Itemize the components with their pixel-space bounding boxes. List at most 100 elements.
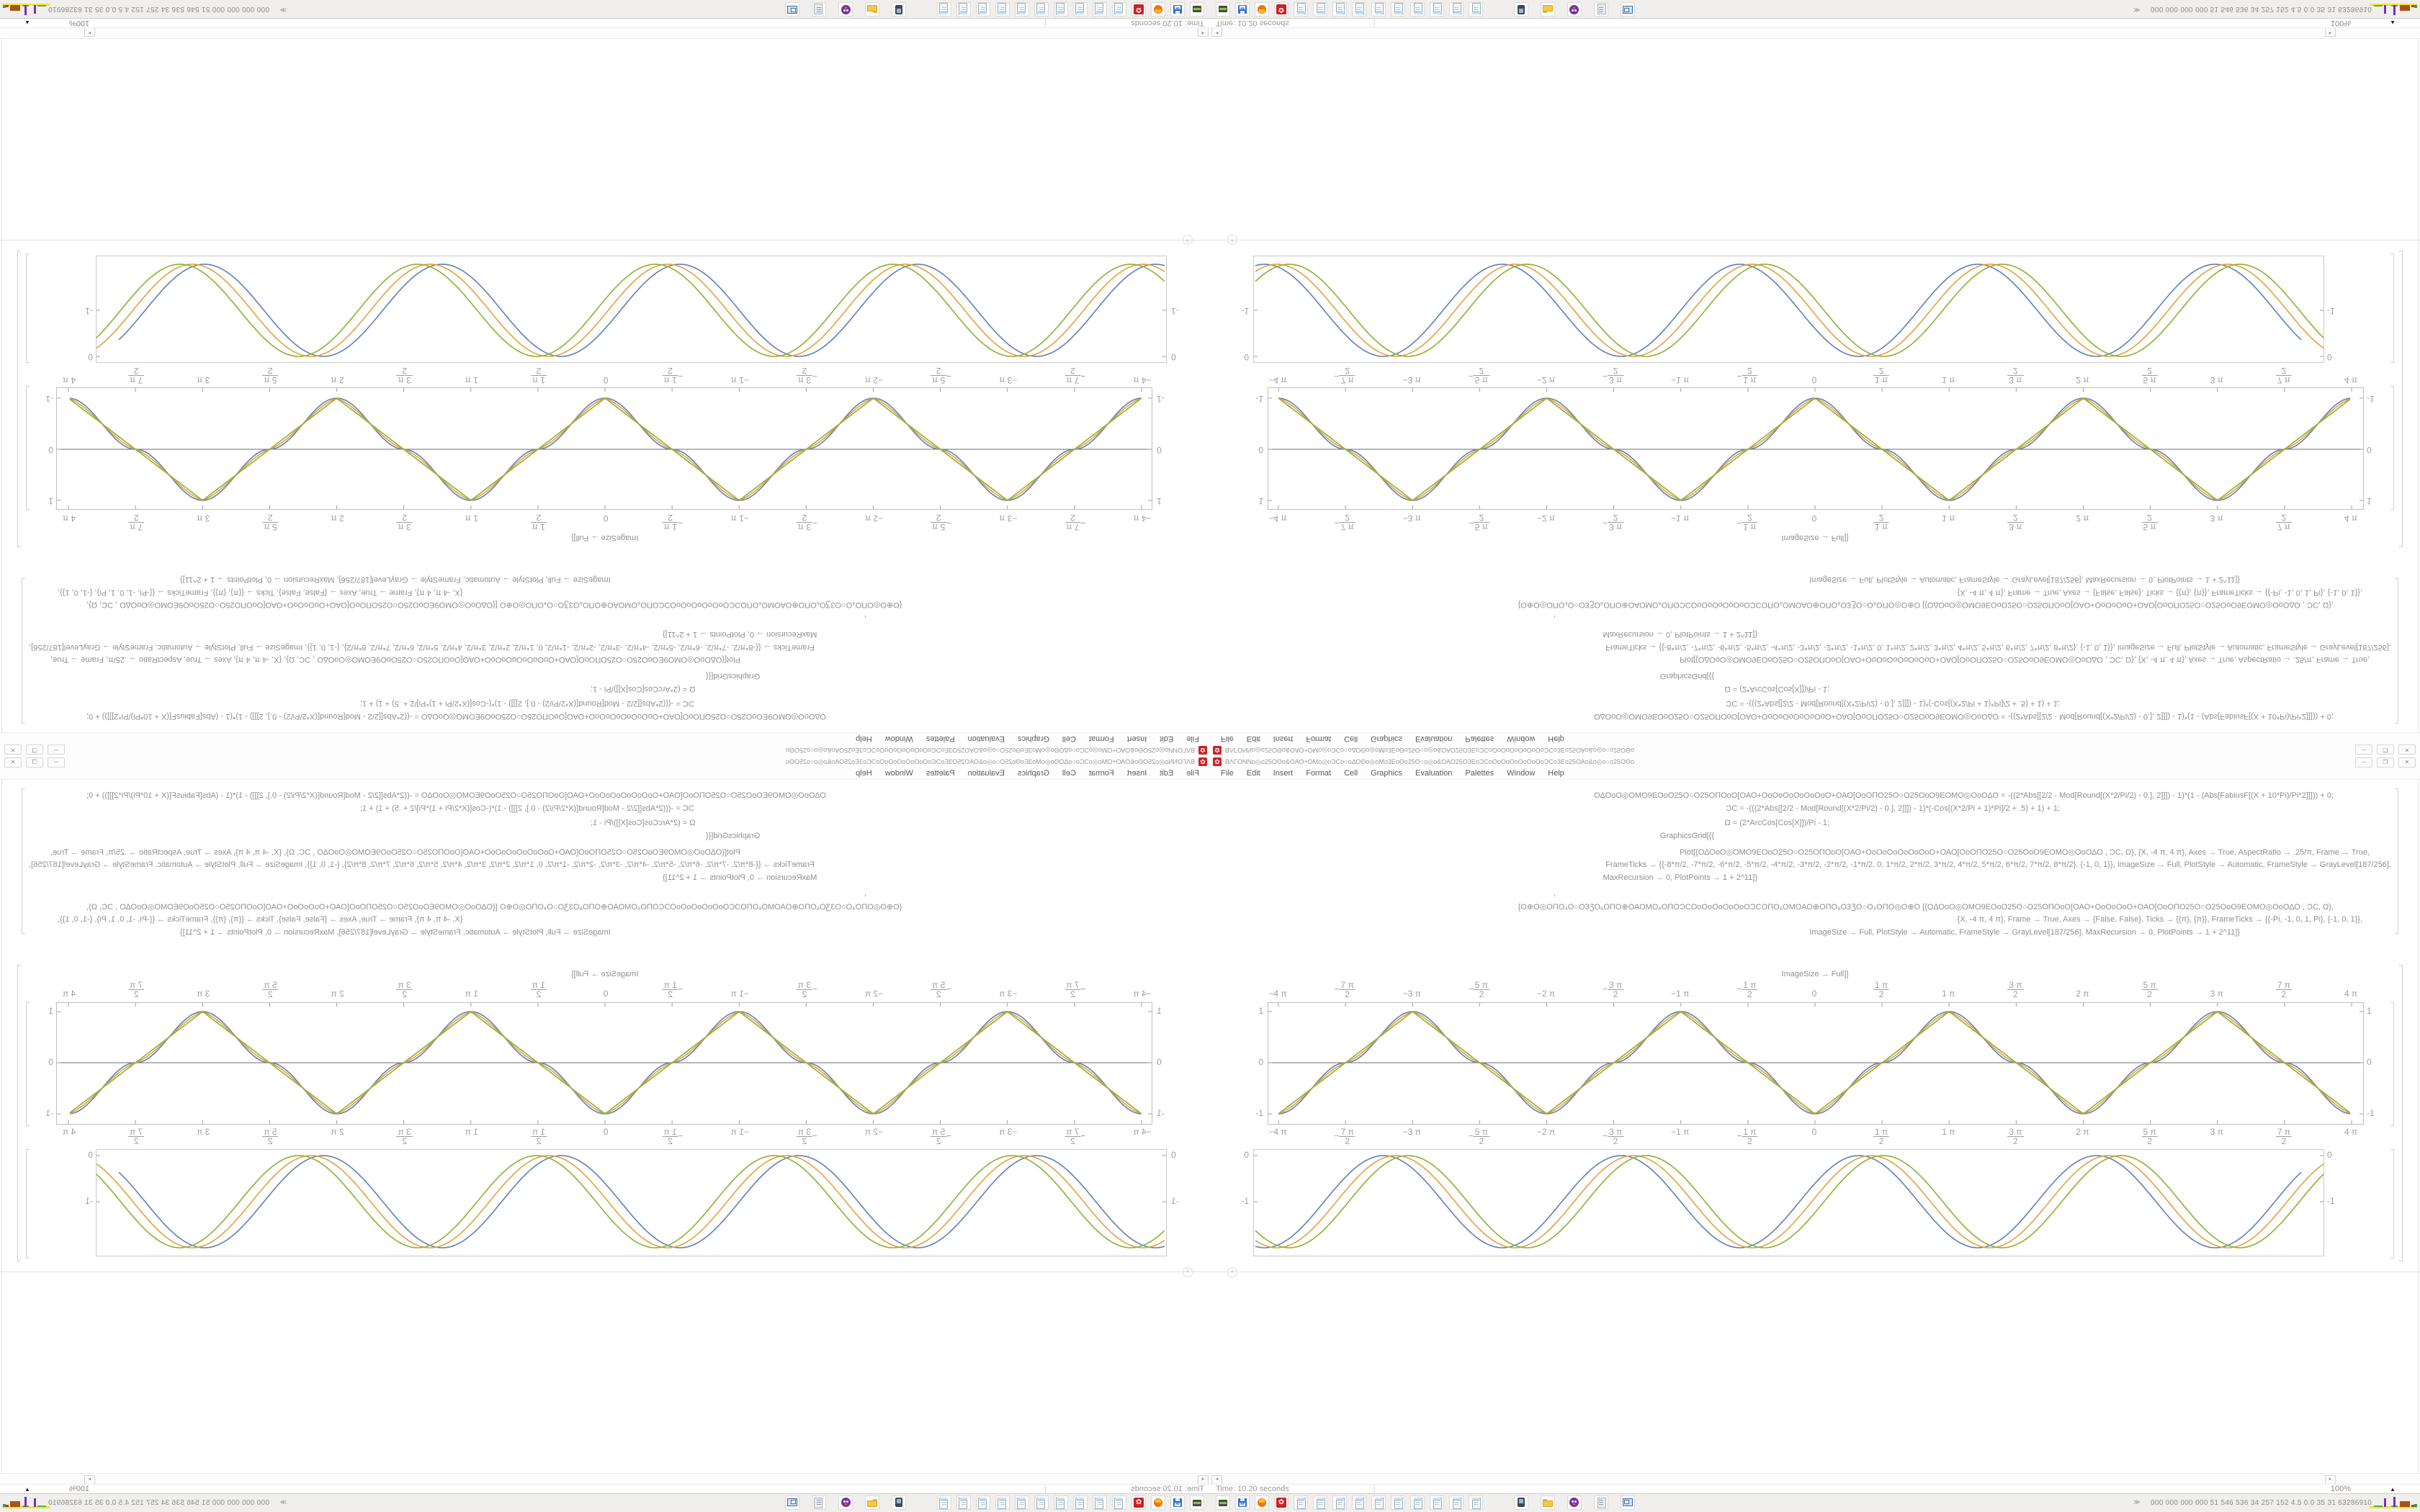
menu-item-palettes[interactable]: Palettes [1465,734,1494,743]
window-titlebar[interactable]: ✿ ΒΛΓΟΝΝο◎ο25ΟΘο&ΟΑΟ+ΟΜο◎οƆϹο○οΔΟΘο◎οΜο3… [1210,756,2420,768]
scroll-taskbar-icon[interactable] [1594,1495,1608,1510]
notepad-taskbar-icon[interactable] [1294,1495,1308,1510]
device-taskbar-icon[interactable] [1514,1495,1528,1510]
notepad-taskbar-icon[interactable] [1430,2,1444,17]
zoom-level-control[interactable]: 100% [69,19,90,27]
insert-cell-plus-icon[interactable]: + [1227,235,1237,245]
notepad-taskbar-icon[interactable] [956,2,971,17]
cell-bracket-input[interactable] [2395,788,2398,934]
zoom-level-control[interactable]: 100% [69,1485,90,1493]
minimize-button[interactable]: ─ [2355,744,2372,755]
menu-item-cell[interactable]: Cell [1062,769,1076,778]
notepad-taskbar-icon[interactable] [1352,1495,1366,1510]
cell-bracket-output-group[interactable] [17,251,21,547]
notepad-taskbar-icon[interactable] [1469,2,1483,17]
notepad-taskbar-icon[interactable] [1352,2,1366,17]
menu-item-graphics[interactable]: Graphics [1371,769,1403,778]
notepad-taskbar-icon[interactable] [1034,1495,1049,1510]
menu-item-window[interactable]: Window [1507,769,1536,778]
window-taskbar-icon[interactable] [1621,1495,1635,1510]
drive-taskbar-icon[interactable] [1216,1495,1230,1510]
gear-taskbar-icon[interactable]: ✿ [1131,2,1146,17]
menu-item-file[interactable]: File [1221,734,1234,743]
gear-taskbar-icon[interactable]: ✿ [1274,2,1289,17]
menu-item-help[interactable]: Help [1548,769,1564,778]
menu-item-cell[interactable]: Cell [1344,769,1358,778]
menu-item-edit[interactable]: Edit [1160,769,1174,778]
cell-bracket-plot1[interactable] [26,1002,30,1126]
tray-expand-chevron-icon[interactable]: ≫ [279,1498,287,1506]
notepad-taskbar-icon[interactable] [1015,1495,1029,1510]
menu-item-insert[interactable]: Insert [1126,734,1147,743]
notepad-taskbar-icon[interactable] [995,2,1010,17]
menu-item-cell[interactable]: Cell [1062,734,1076,743]
system-monitor-sparkline-icon[interactable] [3,2,50,15]
window-taskbar-icon[interactable] [785,2,799,17]
menu-item-insert[interactable]: Insert [1273,769,1294,778]
notepad-taskbar-icon[interactable] [1391,2,1405,17]
drive-taskbar-icon[interactable] [1190,1495,1204,1510]
cell-bracket-plot1[interactable] [2390,386,2394,510]
floppy64-taskbar-icon[interactable]: 64 [1235,1495,1250,1510]
notepad-taskbar-icon[interactable] [995,1495,1010,1510]
cell-bracket-plot2[interactable] [2390,1149,2394,1259]
system-monitor-sparkline-icon[interactable] [3,1497,50,1510]
menu-item-evaluation[interactable]: Evaluation [967,769,1005,778]
menu-item-help[interactable]: Help [856,769,872,778]
owl-taskbar-icon[interactable] [838,2,853,17]
zoom-popup-arrow-icon[interactable]: ▲ [24,19,30,26]
menu-item-evaluation[interactable]: Evaluation [1415,769,1453,778]
notepad-taskbar-icon[interactable] [1294,2,1308,17]
cell-bracket-plot1[interactable] [2390,1002,2394,1126]
firefox-taskbar-icon[interactable] [1151,1495,1165,1510]
vertical-scrollbar[interactable] [1,39,2,732]
drive-taskbar-icon[interactable] [1216,2,1230,17]
zoom-level-control[interactable]: 100% [2330,19,2351,27]
window-titlebar[interactable]: ✿ ΒΛΓΟΝΝο◎ο25ΟΘο&ΟΑΟ+ΟΜο◎οƆϹο○οΔΟΘο◎οΜο3… [0,756,1210,768]
menu-item-cell[interactable]: Cell [1344,734,1358,743]
menu-item-window[interactable]: Window [884,734,913,743]
folder-taskbar-icon[interactable] [865,1495,879,1510]
notepad-taskbar-icon[interactable] [1332,1495,1347,1510]
scroll-taskbar-icon[interactable] [812,2,826,17]
device-taskbar-icon[interactable] [892,2,906,17]
menu-item-graphics[interactable]: Graphics [1017,734,1049,743]
firefox-taskbar-icon[interactable] [1151,2,1165,17]
notepad-taskbar-icon[interactable] [1449,1495,1464,1510]
notepad-taskbar-icon[interactable] [1371,1495,1386,1510]
floppy64-taskbar-icon[interactable]: 64 [1170,1495,1185,1510]
drive-taskbar-icon[interactable] [1190,2,1204,17]
zoom-popup-arrow-icon[interactable]: ▲ [2390,1486,2396,1493]
menu-item-palettes[interactable]: Palettes [926,734,955,743]
notepad-taskbar-icon[interactable] [1112,1495,1126,1510]
menu-item-graphics[interactable]: Graphics [1371,734,1403,743]
restore-button[interactable]: ❐ [2377,757,2394,768]
notepad-taskbar-icon[interactable] [976,1495,990,1510]
menu-item-format[interactable]: Format [1306,769,1332,778]
zoom-popup-arrow-icon[interactable]: ▲ [24,1486,30,1493]
scroll-left-icon[interactable]: ◂ [1198,27,1209,37]
zoom-level-control[interactable]: 100% [2330,1485,2351,1493]
folder-taskbar-icon[interactable] [865,2,879,17]
menu-item-file[interactable]: File [1221,769,1234,778]
scroll-left-icon[interactable]: ◂ [1211,1475,1222,1485]
menu-item-palettes[interactable]: Palettes [1465,769,1494,778]
cell-bracket-output-group[interactable] [17,965,21,1261]
insert-cell-plus-icon[interactable]: + [1183,1267,1193,1277]
window-taskbar-icon[interactable] [785,1495,799,1510]
floppy64-taskbar-icon[interactable]: 64 [1235,2,1250,17]
restore-button[interactable]: ❐ [2377,744,2394,755]
notepad-taskbar-icon[interactable] [1430,1495,1444,1510]
floppy64-taskbar-icon[interactable]: 64 [1170,2,1185,17]
vertical-scrollbar[interactable] [1,780,2,1473]
menu-item-help[interactable]: Help [856,734,872,743]
vertical-scrollbar[interactable] [2418,780,2419,1473]
owl-taskbar-icon[interactable] [1567,2,1582,17]
owl-taskbar-icon[interactable] [1567,1495,1582,1510]
notepad-taskbar-icon[interactable] [937,1495,951,1510]
menu-item-insert[interactable]: Insert [1126,769,1147,778]
scroll-taskbar-icon[interactable] [1594,2,1608,17]
menu-item-palettes[interactable]: Palettes [926,769,955,778]
menu-item-edit[interactable]: Edit [1160,734,1174,743]
menu-item-format[interactable]: Format [1088,769,1114,778]
